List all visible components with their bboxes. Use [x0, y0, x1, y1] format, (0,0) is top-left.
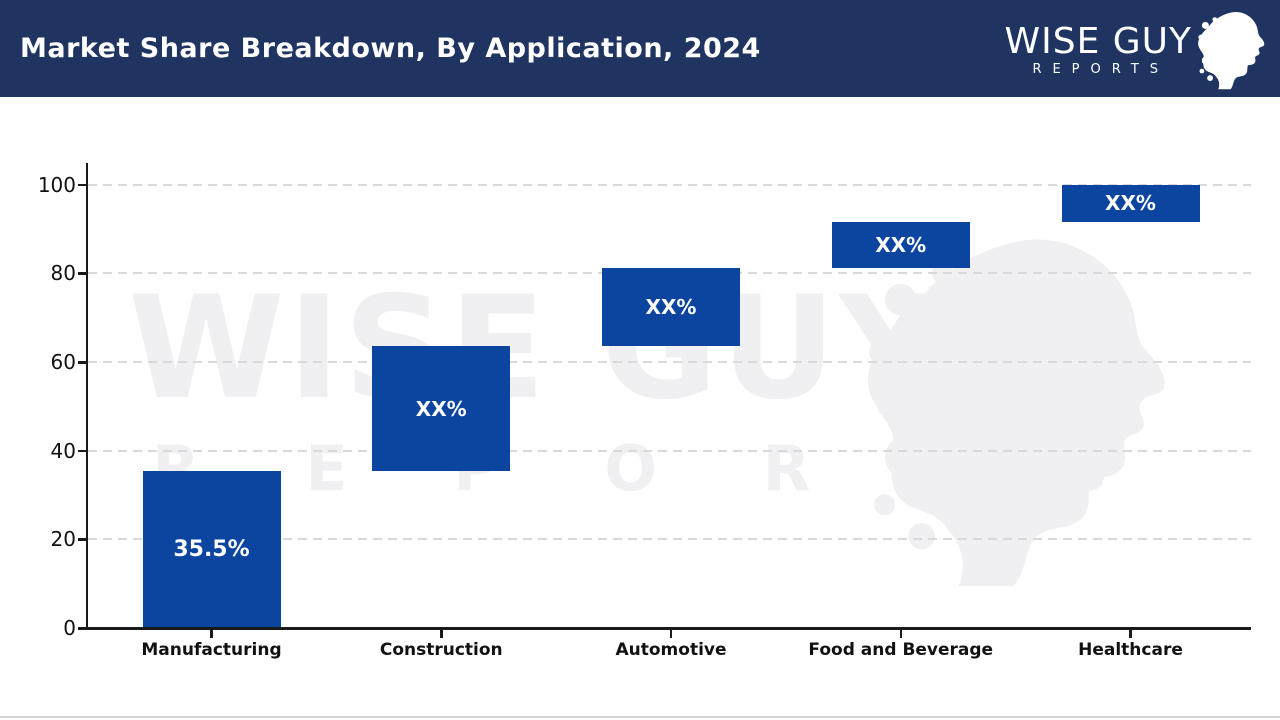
- head-profile-icon: [1198, 11, 1265, 90]
- x-tickmark: [899, 629, 902, 638]
- watermark-subtitle: R E P O R T S: [152, 432, 1151, 505]
- y-tickmark: [78, 272, 88, 275]
- y-tickmark: [78, 449, 88, 453]
- x-tick-label: Food and Beverage: [808, 640, 994, 660]
- y-tick-label: 100: [37, 172, 76, 197]
- watermark-wordmark: WISE GUY: [128, 266, 945, 431]
- x-tick-label: Automotive: [615, 640, 727, 660]
- logo-subtitle: REPORTS: [1032, 62, 1170, 77]
- y-tickmark: [78, 538, 88, 541]
- y-tickmark: [78, 627, 88, 630]
- bottom-border: [0, 716, 1280, 718]
- y-gridline: [88, 449, 1251, 452]
- bar-automotive: XX%: [602, 267, 740, 347]
- wise-guy-reports-logo: WISE GUY REPORTS: [1005, 8, 1267, 92]
- x-tick-label: Manufacturing: [141, 640, 282, 660]
- x-tick-label: Construction: [379, 640, 503, 660]
- y-tickmark: [78, 361, 88, 364]
- y-tick-label: 20: [50, 527, 76, 552]
- x-tickmark: [440, 629, 443, 638]
- y-gridline: [88, 183, 1251, 186]
- y-tickmark: [78, 183, 88, 187]
- x-axis-line: [85, 627, 1251, 630]
- y-tick-label: 80: [50, 261, 76, 286]
- bar-value-label: XX%: [875, 232, 927, 257]
- y-axis-line: [85, 163, 88, 630]
- y-tick-label: 60: [50, 350, 76, 374]
- y-gridline: [88, 538, 1251, 541]
- x-tickmark: [669, 629, 673, 638]
- logo-text: WISE GUY REPORTS: [1004, 21, 1193, 78]
- bar-value-label: XX%: [415, 396, 467, 421]
- bar-food-and-beverage: XX%: [831, 222, 970, 268]
- y-tick-label: 40: [50, 438, 76, 463]
- logo-wordmark: WISE GUY: [1004, 21, 1192, 62]
- header-bar: Market Share Breakdown, By Application, …: [0, 0, 1280, 97]
- bar-value-label: XX%: [645, 295, 697, 320]
- bar-construction: XX%: [372, 346, 511, 471]
- x-tickmark: [210, 629, 213, 638]
- x-tick-label: Healthcare: [1078, 640, 1183, 660]
- bar-value-label: XX%: [1105, 191, 1156, 216]
- bar-healthcare: XX%: [1061, 184, 1200, 223]
- bar-manufacturing: 35.5%: [142, 470, 281, 628]
- x-tickmark: [1129, 629, 1132, 638]
- page-title: Market Share Breakdown, By Application, …: [20, 33, 761, 64]
- y-tick-label: 0: [63, 616, 76, 640]
- y-gridline: [88, 361, 1251, 363]
- bar-value-label: 35.5%: [173, 536, 250, 562]
